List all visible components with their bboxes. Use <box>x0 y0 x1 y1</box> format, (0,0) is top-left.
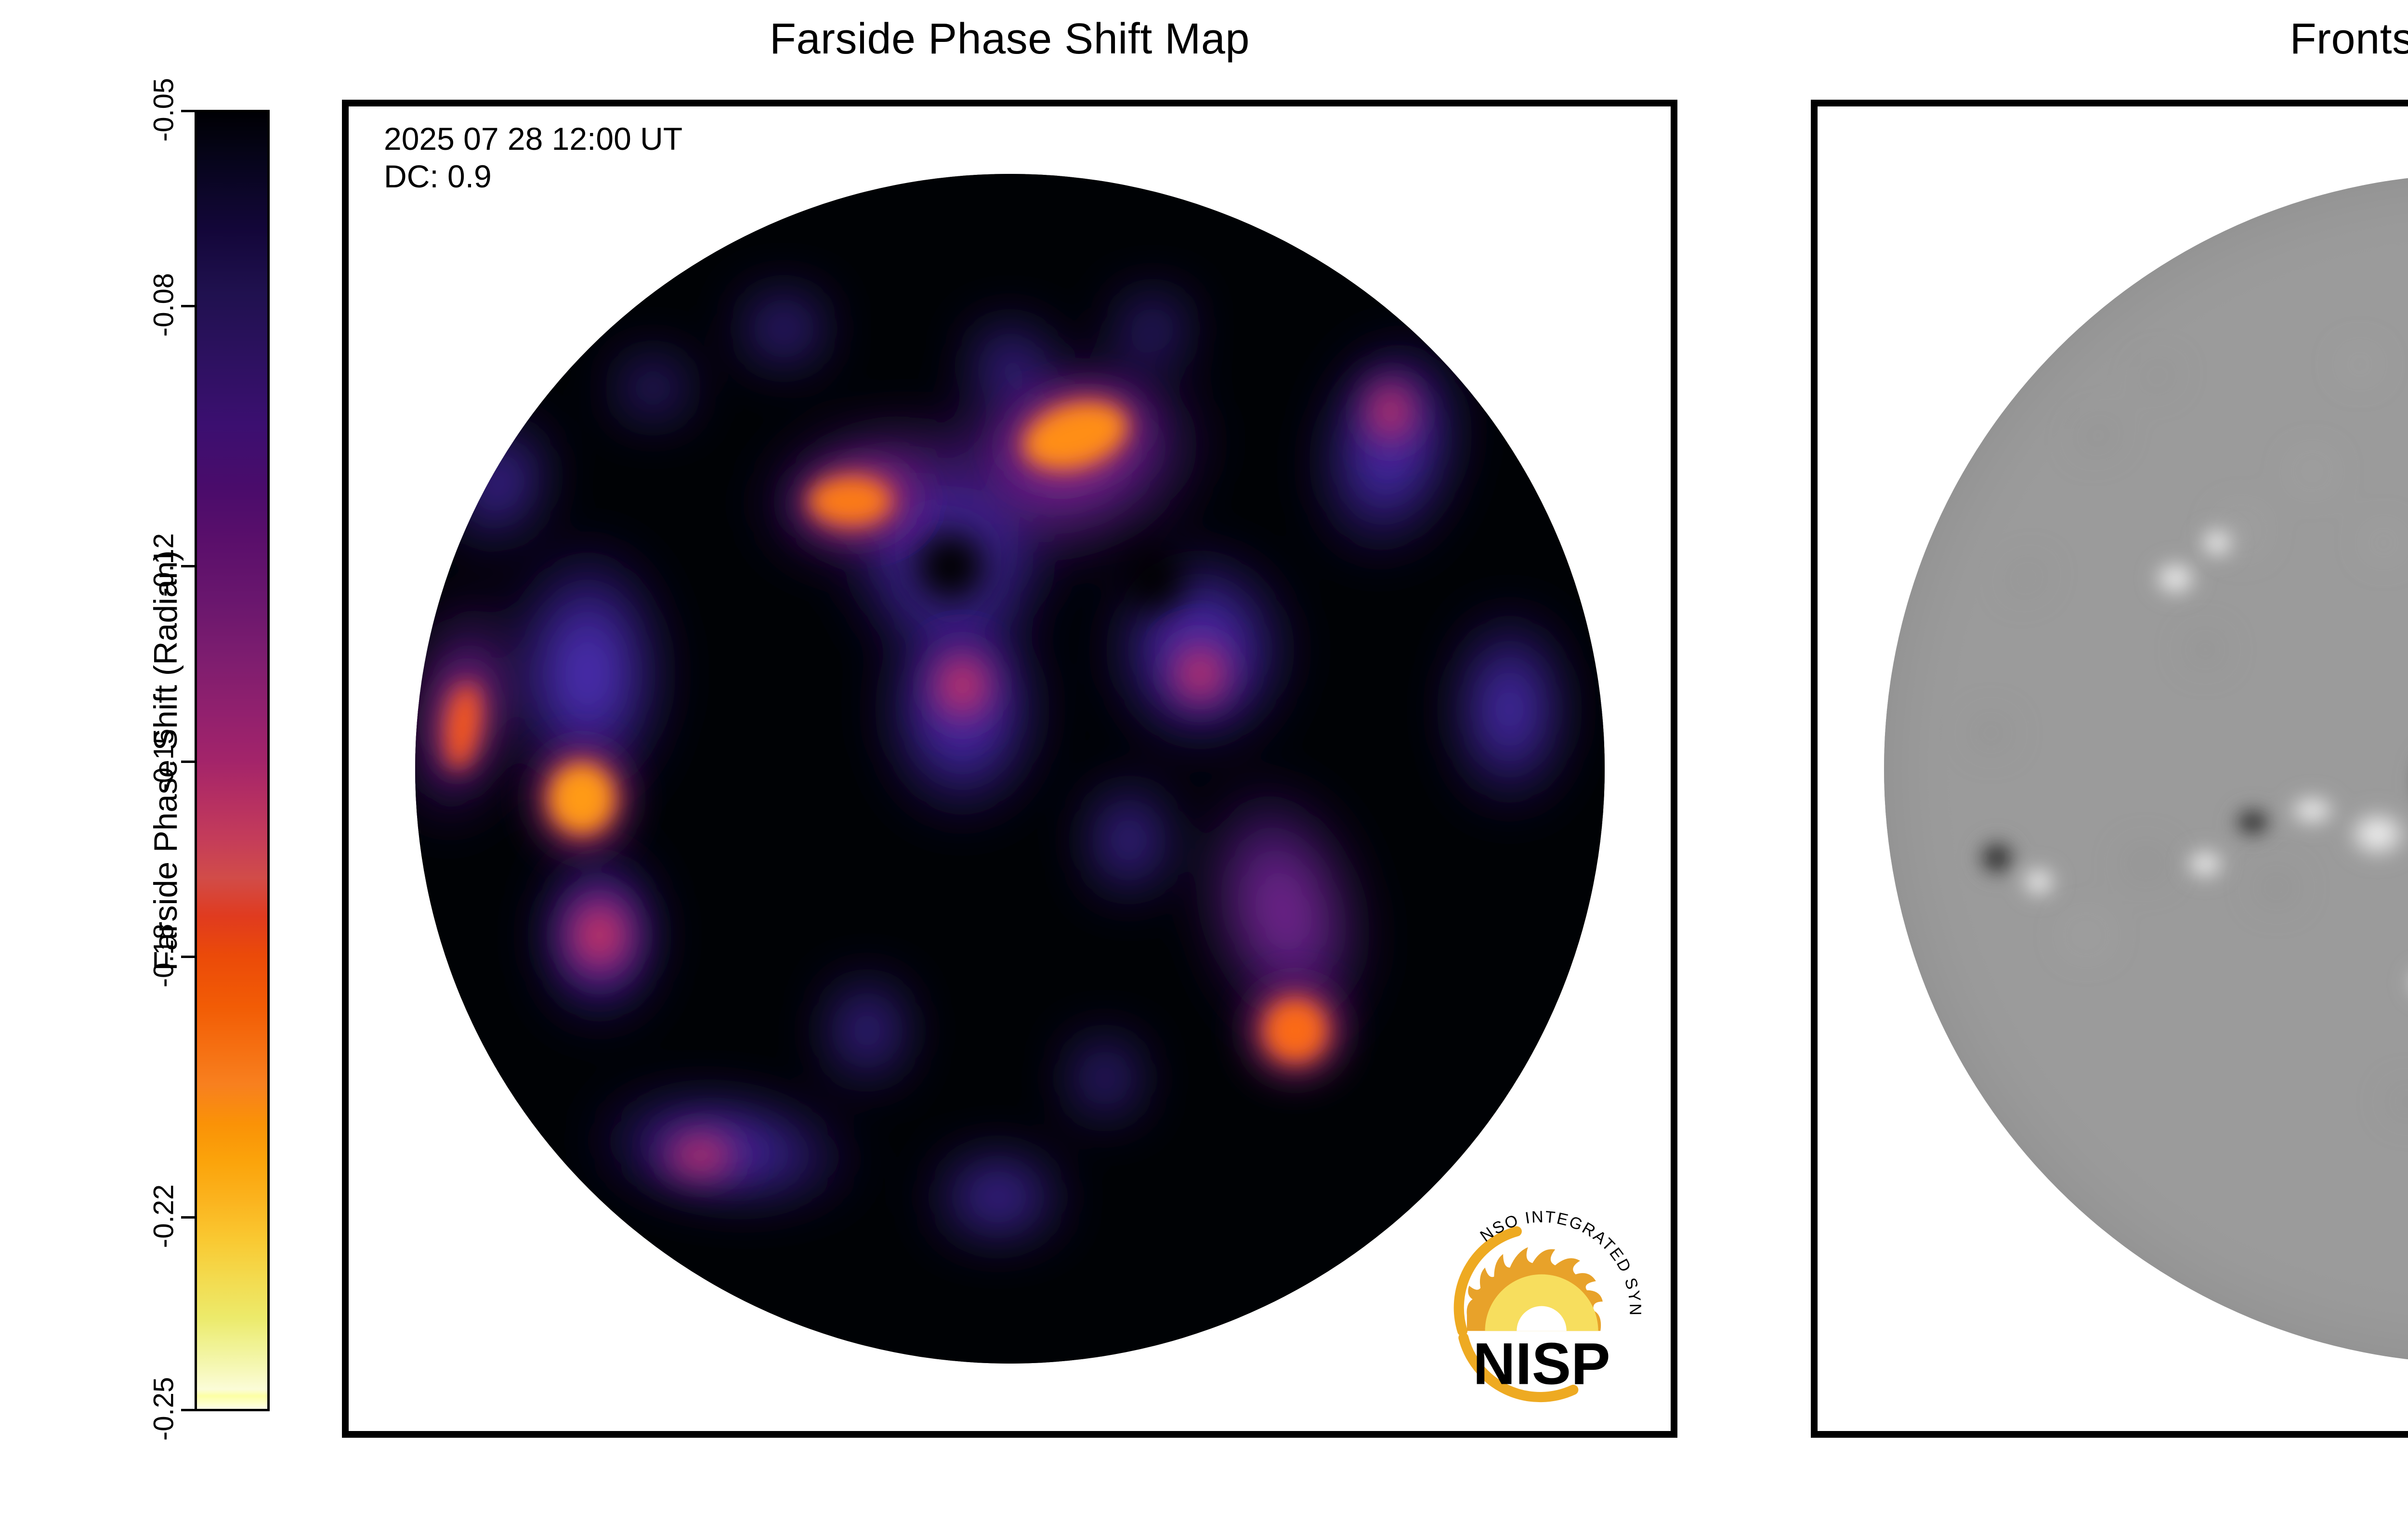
frontside-solar-disk <box>1884 174 2408 1364</box>
colorbar-tick-label: -0.18 <box>148 923 180 988</box>
colorbar-tick <box>181 1216 195 1219</box>
colorbar-tick-label: -0.15 <box>148 728 180 793</box>
nisp-wordmark: NISP <box>1473 1331 1610 1397</box>
duty-cycle-text: DC: 0.9 <box>384 158 492 194</box>
colorbar-tick <box>181 305 195 307</box>
colorbar-tick <box>181 565 195 567</box>
colorbar-tick-label: -0.08 <box>148 273 180 337</box>
farside-solar-disk <box>415 174 1605 1364</box>
frontside-mag-panel: NISP NSO INTEGRATED SYNOPTIC PROGRAM <box>1811 100 2408 1438</box>
page-title-farside: Farside Phase Shift Map <box>770 15 1250 63</box>
farside-blob-layer-mid <box>437 364 1426 1186</box>
colorbar-tick <box>181 956 195 958</box>
sun-graphic <box>1466 1247 1603 1331</box>
farside-phase-shift-panel: 2025 07 28 12:00 UT DC: 0.9 <box>342 100 1677 1438</box>
colorbar-tick-label: -0.22 <box>148 1184 180 1248</box>
farside-annotations: 2025 07 28 12:00 UT DC: 0.9 <box>384 120 682 196</box>
colorbar-tick-label: -0.05 <box>148 78 180 142</box>
colorbar-tick <box>181 761 195 763</box>
colorbar-tick <box>181 1409 195 1411</box>
colorbar-gradient <box>195 110 270 1411</box>
page-title-frontside: Frontside Mag Map <box>2290 15 2408 63</box>
colorbar-tick-label: -0.25 <box>148 1377 180 1441</box>
farside-blob-layer-core <box>448 405 1324 1059</box>
colorbar-tick <box>181 110 195 112</box>
colorbar-tick-label: -0.12 <box>148 533 180 597</box>
timestamp-text: 2025 07 28 12:00 UT <box>384 121 683 157</box>
nisp-logo: NISP NSO INTEGRATED SYNOPTIC PROGRAM <box>1428 1197 1643 1403</box>
colorbar: Farside Phase Shift (Radian) -0.05 -0.08… <box>147 78 270 1441</box>
